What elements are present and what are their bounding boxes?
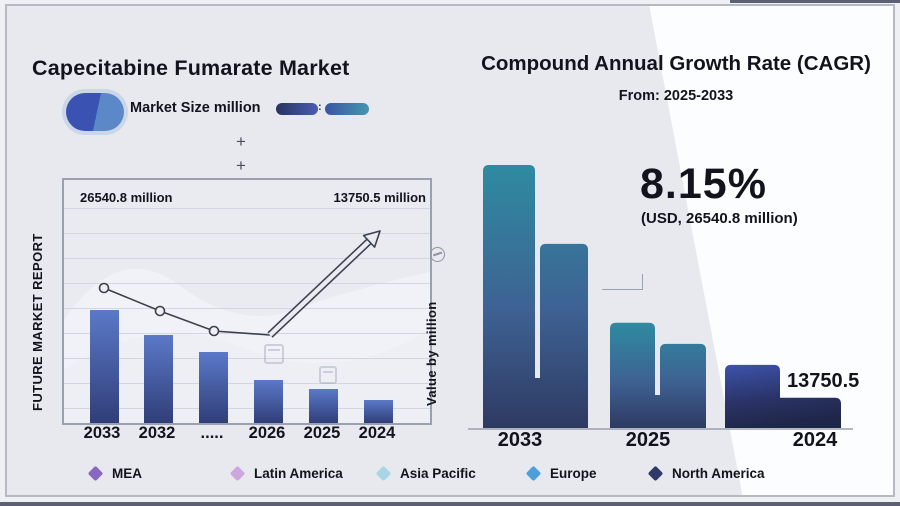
diamond-marker-icon	[647, 465, 664, 482]
value-axis-label: Value by million	[424, 301, 439, 407]
capsule-pill-icon	[66, 93, 124, 131]
callout-13750: 13750.5	[787, 370, 860, 392]
bar-pair-2024	[725, 364, 841, 428]
x-tick-2033: 2033	[497, 429, 543, 451]
legend-label: Asia Pacific	[400, 466, 476, 481]
side-label-future-market-report: FUTURE MARKET REPORT	[30, 233, 45, 411]
bar-2025	[309, 389, 338, 423]
ratio-pill-teal-icon	[325, 103, 369, 115]
legend-item-latin-america: Latin America	[229, 465, 343, 482]
calendar-watermark-icon	[319, 366, 337, 384]
plus-mark-top: +	[236, 132, 246, 151]
screen-edge-bottom	[0, 502, 900, 506]
legend-item-asia-pacific: Asia Pacific	[375, 465, 476, 482]
diamond-marker-icon	[375, 465, 392, 482]
legend-label: North America	[672, 466, 765, 481]
annotation-top-right-value: 13750.5 million	[333, 190, 427, 205]
bar-2026	[254, 380, 283, 423]
diamond-marker-icon	[87, 465, 104, 482]
cagr-subtitle: From: 2025-2033	[618, 88, 734, 104]
x-tick-2025: 2025	[303, 424, 341, 442]
corner-bracket-decor	[602, 274, 643, 290]
page-title: Capecitabine Fumarate Market	[32, 56, 350, 80]
cagr-detail: (USD, 26540.8 million)	[641, 210, 798, 227]
bar-pair-2033	[483, 165, 588, 428]
x-tick-2024: 2024	[792, 429, 838, 451]
plus-mark-bottom: +	[236, 156, 246, 175]
x-tick-2032: 2032	[138, 424, 176, 442]
trend-line-arrow	[98, 230, 381, 338]
diamond-marker-icon	[229, 465, 246, 482]
cagr-bar-chart	[468, 165, 853, 430]
market-size-chart-panel: 26540.8 million 13750.5 million	[62, 178, 432, 425]
ratio-pill-dark-icon	[276, 103, 318, 115]
legend-item-europe: Europe	[525, 465, 597, 482]
circle-minus-icon	[430, 247, 445, 262]
diamond-marker-icon	[525, 465, 542, 482]
legend-item-north-america: North America	[647, 465, 765, 482]
cagr-title: Compound Annual Growth Rate (CAGR)	[481, 52, 871, 75]
x-tick-2026: 2026	[248, 424, 286, 442]
x-tick-2024: 2024	[358, 424, 396, 442]
bar-2032	[144, 335, 173, 423]
bar-pair-2025	[610, 322, 706, 428]
legend-item-mea: MEA	[87, 465, 142, 482]
x-tick-.....: .....	[200, 424, 224, 442]
ratio-colon: :	[318, 101, 322, 113]
legend-label: Latin America	[254, 466, 343, 481]
cagr-value: 8.15%	[640, 160, 767, 208]
x-tick-2025: 2025	[625, 429, 671, 451]
bar-2033	[90, 310, 119, 423]
screen-edge-top	[730, 0, 900, 3]
calendar-watermark-icon	[264, 344, 284, 364]
legend-label: MEA	[112, 466, 142, 481]
annotation-top-left-value: 26540.8 million	[80, 190, 173, 205]
bar-.....	[199, 352, 228, 423]
bar-2024	[364, 400, 393, 423]
legend-label: Europe	[550, 466, 597, 481]
market-size-label: Market Size million	[130, 100, 261, 116]
x-tick-2033: 2033	[83, 424, 121, 442]
